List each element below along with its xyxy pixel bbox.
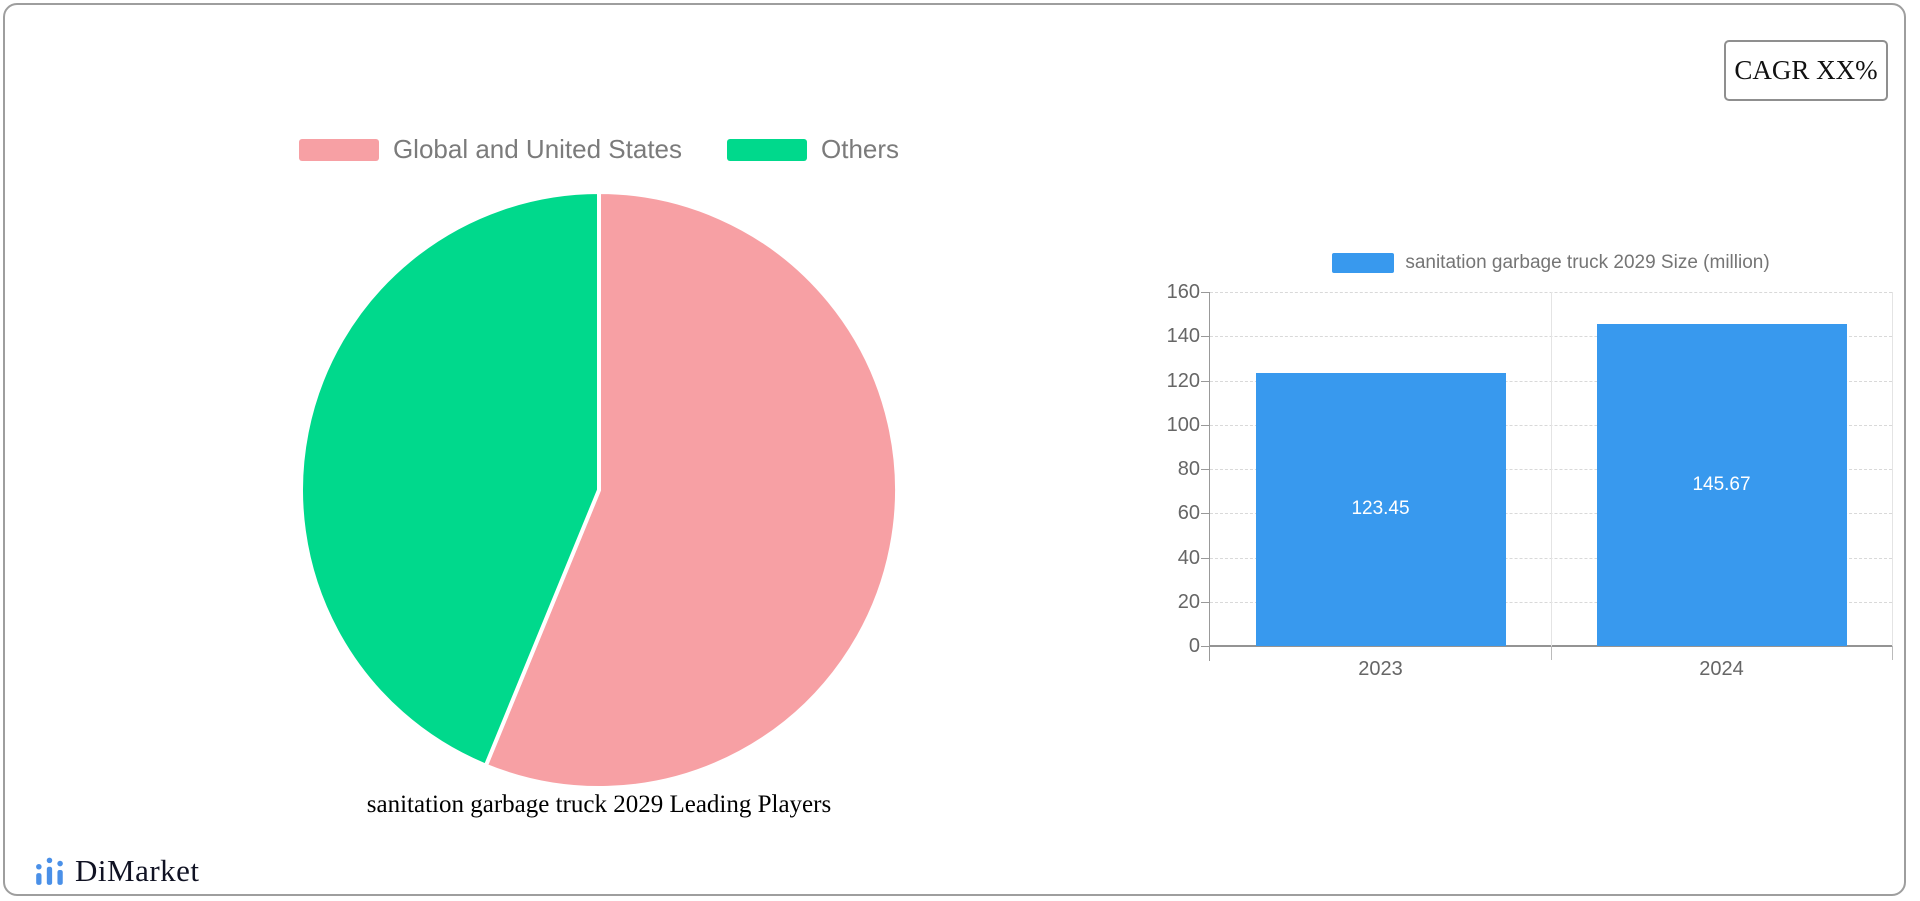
gridline-x-1: [1551, 292, 1552, 646]
bar-value-label-2024: 145.67: [1692, 473, 1751, 495]
y-axis-label-20: 20: [1177, 590, 1200, 613]
bar-2024[interactable]: 145.67: [1596, 323, 1847, 646]
y-axis-tick-20: [1201, 601, 1209, 603]
y-axis-tick-80: [1201, 469, 1209, 470]
bar-2023[interactable]: 123.45: [1255, 372, 1506, 646]
pie-legend: Global and United States Others: [5, 134, 1193, 165]
y-axis-label-120: 120: [1166, 369, 1200, 392]
y-axis-tick-140: [1201, 336, 1209, 338]
x-axis-tick-1: [1551, 646, 1552, 660]
y-axis-line: [1209, 292, 1210, 661]
y-axis-label-0: 0: [1188, 635, 1200, 657]
gridline-x-2: [1892, 292, 1893, 646]
y-axis-label-40: 40: [1177, 546, 1200, 569]
y-axis-label-100: 100: [1166, 413, 1200, 436]
pie-legend-item-others[interactable]: Others: [727, 134, 899, 165]
report-card: CAGR XX% Global and United States Others…: [3, 3, 1906, 896]
bar-legend-label: sanitation garbage truck 2029 Size (mill…: [1405, 252, 1770, 273]
pie-chart: [298, 189, 900, 791]
pie-slice-others[interactable]: [299, 190, 601, 768]
pie-legend-item-global-us[interactable]: Global and United States: [298, 134, 683, 165]
bar-value-label-2023: 123.45: [1351, 498, 1410, 520]
brand-logo: DiMarket: [33, 853, 200, 889]
pie-legend-label-global-us: Global and United States: [392, 134, 683, 164]
y-axis-tick-0: [1201, 646, 1209, 647]
bar-legend-swatch[interactable]: [1332, 253, 1395, 273]
cagr-badge: CAGR XX%: [1724, 40, 1888, 101]
x-axis-tick-2: [1892, 646, 1893, 660]
y-axis-label-140: 140: [1166, 325, 1200, 348]
bar-legend: sanitation garbage truck 2029 Size (mill…: [1210, 252, 1892, 274]
y-axis-tick-40: [1201, 557, 1209, 559]
pie-slice-global-us[interactable]: [483, 190, 900, 790]
bar-chart-plot-area: 0 20 40 60 80 100 120 140 160 123.45 2023 145.67 202…: [1167, 282, 1893, 680]
y-axis-label-60: 60: [1177, 502, 1200, 525]
y-axis-label-160: 160: [1166, 281, 1200, 303]
y-axis-tick-160: [1201, 292, 1209, 293]
x-axis-label-2023: 2023: [1358, 658, 1403, 680]
x-axis-label-2024: 2024: [1699, 658, 1744, 680]
pie-svg: [299, 190, 900, 790]
pie-legend-swatch-others: [727, 138, 808, 161]
y-axis-tick-60: [1201, 513, 1209, 515]
y-axis-label-80: 80: [1177, 458, 1200, 480]
y-axis-tick-100: [1201, 424, 1209, 426]
pie-legend-swatch-global-us: [298, 138, 379, 161]
pie-legend-label-others: Others: [821, 134, 900, 164]
pie-caption: sanitation garbage truck 2029 Leading Pl…: [366, 791, 832, 818]
brand-logo-text: DiMarket: [75, 853, 200, 888]
y-axis-tick-120: [1201, 380, 1209, 382]
cagr-label: CAGR XX%: [1734, 55, 1878, 85]
bar-chart-icon: [36, 857, 63, 885]
